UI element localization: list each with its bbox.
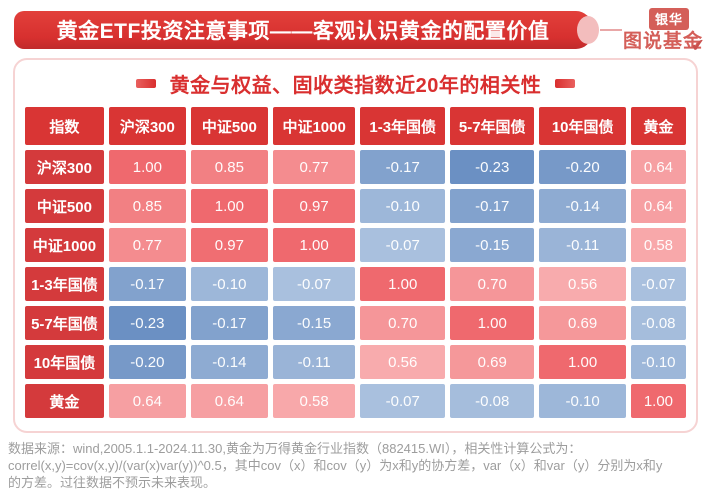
correlation-cell: -0.17	[108, 267, 186, 301]
corner-header-index: 指数	[25, 107, 104, 145]
checkmark-icon: ✔	[689, 35, 706, 56]
correlation-cell: 0.58	[272, 384, 356, 418]
correlation-cell: -0.17	[449, 189, 535, 223]
chart-title: 黄金与权益、固收类指数近20年的相关性	[169, 74, 542, 97]
row-label: 中证1000	[25, 228, 104, 262]
correlation-cell: -0.14	[190, 345, 268, 379]
table-row: 黄金 0.64 0.64 0.58 -0.07 -0.08 -0.10 1.00	[25, 384, 686, 418]
column-header: 中证500	[190, 107, 268, 145]
correlation-cell: -0.10	[190, 267, 268, 301]
correlation-cell: -0.11	[272, 345, 356, 379]
row-label: 黄金	[25, 384, 104, 418]
correlation-cell: 1.00	[108, 150, 186, 184]
correlation-cell: -0.15	[272, 306, 356, 340]
row-label: 中证500	[25, 189, 104, 223]
row-label: 10年国债	[25, 345, 104, 379]
correlation-cell: 1.00	[272, 228, 356, 262]
data-source-note: 数据来源：wind,2005.1.1-2024.11.30,黄金为万得黄金行业指…	[8, 440, 705, 491]
row-label: 沪深300	[25, 150, 104, 184]
correlation-cell: 0.56	[539, 267, 626, 301]
column-header: 黄金	[630, 107, 686, 145]
correlation-cell: -0.20	[108, 345, 186, 379]
correlation-cell: -0.15	[449, 228, 535, 262]
correlation-cell: 1.00	[449, 306, 535, 340]
table-row: 1-3年国债 -0.17 -0.10 -0.07 1.00 0.70 0.56 -0.07	[25, 267, 686, 301]
title-banner: 黄金ETF投资注意事项——客观认识黄金的配置价值	[14, 11, 599, 49]
chart-card: 黄金与权益、固收类指数近20年的相关性 指数 沪深300 中证500 中证1000 1-…	[13, 58, 698, 433]
brand-series-label: 图说基金	[622, 31, 703, 52]
correlation-cell: 1.00	[360, 267, 445, 301]
correlation-cell: -0.08	[449, 384, 535, 418]
correlation-cell: 0.56	[360, 345, 445, 379]
table-row: 5-7年国债 -0.23 -0.17 -0.15 0.70 1.00 0.69 -0.08	[25, 306, 686, 340]
table-row: 沪深300 1.00 0.85 0.77 -0.17 -0.23 -0.20 0.64	[25, 150, 686, 184]
subtitle-left-marker-icon	[135, 78, 156, 88]
correlation-heatmap-table: 指数 沪深300 中证500 中证1000 1-3年国债 5-7年国债 10年国债 黄金 沪深…	[20, 102, 691, 423]
heatmap-body: 沪深300 1.00 0.85 0.77 -0.17 -0.23 -0.20 0.64 中证50…	[25, 150, 686, 418]
correlation-cell: 0.58	[630, 228, 686, 262]
correlation-cell: -0.07	[360, 384, 445, 418]
table-row: 10年国债 -0.20 -0.14 -0.11 0.56 0.69 1.00 -0.10	[25, 345, 686, 379]
column-header: 10年国债	[539, 107, 626, 145]
correlation-cell: -0.20	[539, 150, 626, 184]
correlation-cell: 1.00	[630, 384, 686, 418]
correlation-cell: 1.00	[190, 189, 268, 223]
correlation-cell: -0.07	[630, 267, 686, 301]
footnote-line: correl(x,y)=cov(x,y)/(var(x)var(y))^0.5，…	[8, 458, 663, 473]
correlation-cell: 0.85	[108, 189, 186, 223]
correlation-cell: 0.64	[108, 384, 186, 418]
correlation-cell: -0.17	[190, 306, 268, 340]
column-header: 中证1000	[272, 107, 356, 145]
table-row: 中证1000 0.77 0.97 1.00 -0.07 -0.15 -0.11 0.58	[25, 228, 686, 262]
correlation-cell: -0.10	[630, 345, 686, 379]
correlation-cell: -0.11	[539, 228, 626, 262]
banner-logo-connector-line	[600, 29, 622, 31]
table-row: 中证500 0.85 1.00 0.97 -0.10 -0.17 -0.14 0.64	[25, 189, 686, 223]
brand-name-badge: 银华	[648, 8, 689, 30]
correlation-cell: 0.70	[360, 306, 445, 340]
column-header: 1-3年国债	[360, 107, 445, 145]
correlation-cell: 0.97	[272, 189, 356, 223]
footnote-line: 数据来源：wind,2005.1.1-2024.11.30,黄金为万得黄金行业指…	[8, 441, 582, 456]
top-bar: 黄金ETF投资注意事项——客观认识黄金的配置价值 银华 图说基金 ✔	[0, 0, 711, 58]
correlation-cell: -0.08	[630, 306, 686, 340]
row-label: 5-7年国债	[25, 306, 104, 340]
correlation-cell: 1.00	[539, 345, 626, 379]
correlation-cell: 0.69	[539, 306, 626, 340]
row-label: 1-3年国债	[25, 267, 104, 301]
correlation-cell: 0.64	[630, 189, 686, 223]
correlation-cell: 0.85	[190, 150, 268, 184]
correlation-cell: 0.77	[272, 150, 356, 184]
header-row: 指数 沪深300 中证500 中证1000 1-3年国债 5-7年国债 10年国债 黄金	[25, 107, 686, 145]
correlation-cell: -0.07	[360, 228, 445, 262]
correlation-cell: 0.69	[449, 345, 535, 379]
column-header: 5-7年国债	[449, 107, 535, 145]
correlation-cell: 0.77	[108, 228, 186, 262]
subtitle-right-marker-icon	[555, 78, 576, 88]
correlation-cell: -0.23	[108, 306, 186, 340]
correlation-cell: -0.10	[360, 189, 445, 223]
correlation-cell: -0.23	[449, 150, 535, 184]
footnote-line: 的方差。过往数据不预示未来表现。	[8, 475, 217, 490]
page-title: 黄金ETF投资注意事项——客观认识黄金的配置价值	[56, 20, 550, 43]
correlation-cell: -0.10	[539, 384, 626, 418]
column-header: 沪深300	[108, 107, 186, 145]
correlation-cell: 0.64	[190, 384, 268, 418]
correlation-cell: 0.64	[630, 150, 686, 184]
correlation-cell: -0.07	[272, 267, 356, 301]
correlation-cell: 0.97	[190, 228, 268, 262]
correlation-cell: 0.70	[449, 267, 535, 301]
heatmap-header: 指数 沪深300 中证500 中证1000 1-3年国债 5-7年国债 10年国债 黄金	[25, 107, 686, 145]
chart-subtitle-row: 黄金与权益、固收类指数近20年的相关性	[20, 64, 691, 102]
correlation-cell: -0.17	[360, 150, 445, 184]
brand-logo: 银华 图说基金 ✔	[613, 6, 706, 56]
correlation-cell: -0.14	[539, 189, 626, 223]
